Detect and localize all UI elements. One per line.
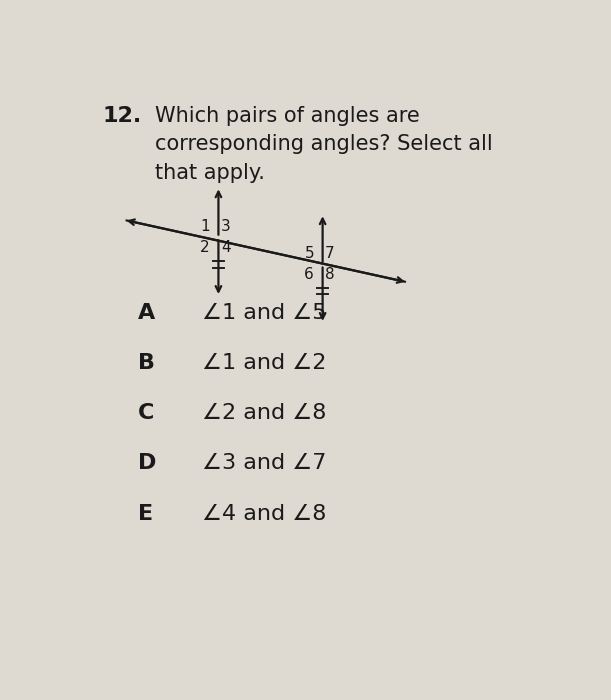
- Text: ∠4 and ∠8: ∠4 and ∠8: [202, 503, 326, 524]
- Text: Which pairs of angles are
corresponding angles? Select all
that apply.: Which pairs of angles are corresponding …: [155, 106, 492, 183]
- Text: 6: 6: [304, 267, 314, 281]
- Text: ∠3 and ∠7: ∠3 and ∠7: [202, 454, 326, 473]
- Text: ∠1 and ∠2: ∠1 and ∠2: [202, 354, 326, 373]
- Text: 3: 3: [221, 219, 231, 234]
- Text: A: A: [138, 303, 155, 323]
- Text: 2: 2: [200, 240, 210, 255]
- Text: ∠1 and ∠5: ∠1 and ∠5: [202, 303, 326, 323]
- Text: 5: 5: [304, 246, 314, 261]
- Text: B: B: [138, 354, 155, 373]
- Text: 8: 8: [325, 267, 335, 281]
- Text: 1: 1: [200, 219, 210, 234]
- Text: C: C: [138, 403, 155, 424]
- Text: 12.: 12.: [103, 106, 142, 125]
- Text: D: D: [138, 454, 156, 473]
- Text: ∠2 and ∠8: ∠2 and ∠8: [202, 403, 326, 424]
- Text: 7: 7: [325, 246, 335, 261]
- Text: E: E: [138, 503, 153, 524]
- Text: 4: 4: [221, 240, 230, 255]
